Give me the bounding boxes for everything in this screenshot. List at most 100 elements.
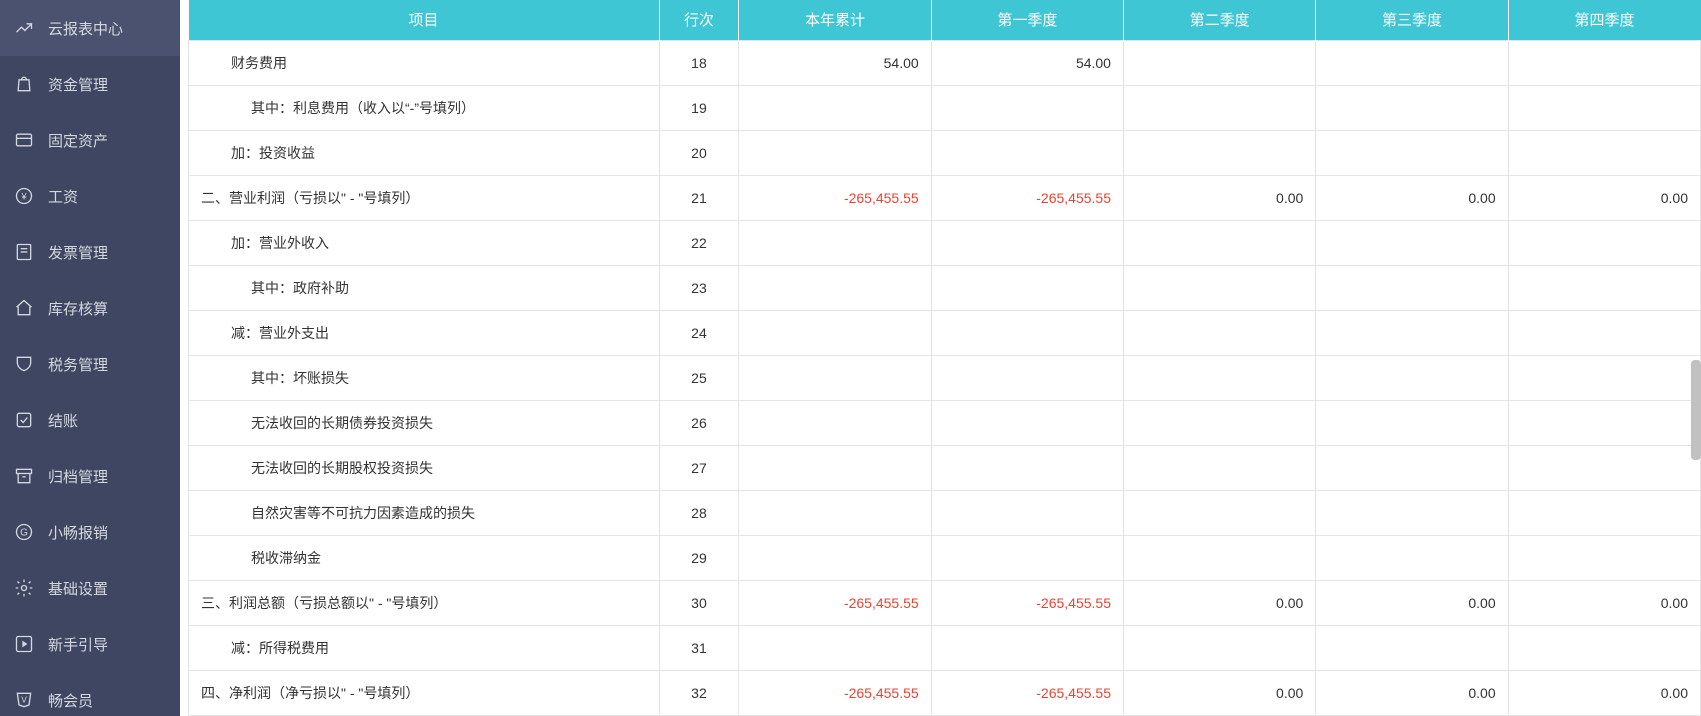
cell-q3[interactable] xyxy=(1316,625,1508,670)
cell-q1[interactable] xyxy=(931,220,1123,265)
cell-ytd[interactable]: -265,455.55 xyxy=(739,670,931,715)
sidebar-item-settings[interactable]: 基础设置 xyxy=(0,560,180,616)
cell-q3[interactable] xyxy=(1316,490,1508,535)
cell-q4[interactable] xyxy=(1508,625,1700,670)
cell-q1[interactable] xyxy=(931,265,1123,310)
cell-q2[interactable] xyxy=(1123,40,1315,85)
cell-q2[interactable] xyxy=(1123,220,1315,265)
cell-q4[interactable] xyxy=(1508,490,1700,535)
cell-q2[interactable] xyxy=(1123,490,1315,535)
sidebar-item-closing[interactable]: 结账 xyxy=(0,392,180,448)
row-item: 无法收回的长期债券投资损失 xyxy=(201,415,433,431)
cell-ytd[interactable] xyxy=(739,535,931,580)
cell-q4[interactable] xyxy=(1508,400,1700,445)
table-row: 四、净利润（净亏损以" - "号填列）32-265,455.55-265,455… xyxy=(189,670,1701,715)
cell-ytd[interactable] xyxy=(739,490,931,535)
cell-q4[interactable] xyxy=(1508,40,1700,85)
cell-q4[interactable]: 0.00 xyxy=(1508,670,1700,715)
cell-q4[interactable]: 0.00 xyxy=(1508,580,1700,625)
cell-q1[interactable] xyxy=(931,355,1123,400)
row-item: 税收滞纳金 xyxy=(201,550,321,566)
cell-q4[interactable]: 0.00 xyxy=(1508,175,1700,220)
cell-q1[interactable] xyxy=(931,130,1123,175)
cell-q3[interactable] xyxy=(1316,535,1508,580)
cell-q4[interactable] xyxy=(1508,535,1700,580)
cell-ytd[interactable]: -265,455.55 xyxy=(739,175,931,220)
cell-rownum: 25 xyxy=(659,355,739,400)
cell-q1[interactable]: -265,455.55 xyxy=(931,175,1123,220)
cell-q1[interactable] xyxy=(931,310,1123,355)
table-scroll[interactable]: 项目 行次 本年累计 第一季度 第二季度 第三季度 第四季度 财务费用1854.… xyxy=(180,0,1701,716)
row-item: 自然灾害等不可抗力因素造成的损失 xyxy=(201,505,475,521)
table-row: 三、利润总额（亏损总额以" - "号填列）30-265,455.55-265,4… xyxy=(189,580,1701,625)
cell-ytd[interactable] xyxy=(739,85,931,130)
cell-q4[interactable] xyxy=(1508,130,1700,175)
cell-q3[interactable] xyxy=(1316,220,1508,265)
cell-q1[interactable] xyxy=(931,535,1123,580)
cell-ytd[interactable] xyxy=(739,355,931,400)
cell-ytd[interactable] xyxy=(739,400,931,445)
sidebar-item-inventory[interactable]: 库存核算 xyxy=(0,280,180,336)
cell-q1[interactable] xyxy=(931,445,1123,490)
cell-q3[interactable]: 0.00 xyxy=(1316,175,1508,220)
cell-q3[interactable] xyxy=(1316,85,1508,130)
cell-ytd[interactable]: -265,455.55 xyxy=(739,580,931,625)
sidebar-item-guide[interactable]: 新手引导 xyxy=(0,616,180,672)
cell-q3[interactable] xyxy=(1316,310,1508,355)
cell-q3[interactable] xyxy=(1316,400,1508,445)
report-table: 项目 行次 本年累计 第一季度 第二季度 第三季度 第四季度 财务费用1854.… xyxy=(188,0,1701,716)
cell-q2[interactable] xyxy=(1123,265,1315,310)
cell-ytd[interactable] xyxy=(739,445,931,490)
cell-q1[interactable] xyxy=(931,625,1123,670)
sidebar-item-member[interactable]: V畅会员 xyxy=(0,672,180,716)
cell-q3[interactable] xyxy=(1316,355,1508,400)
cell-q1[interactable] xyxy=(931,490,1123,535)
cell-ytd[interactable] xyxy=(739,310,931,355)
cell-q4[interactable] xyxy=(1508,355,1700,400)
sidebar-item-cloud-report[interactable]: 云报表中心 xyxy=(0,0,180,56)
cell-q4[interactable] xyxy=(1508,445,1700,490)
sidebar-item-fixed-assets[interactable]: 固定资产 xyxy=(0,112,180,168)
cell-ytd[interactable] xyxy=(739,625,931,670)
cell-q4[interactable] xyxy=(1508,220,1700,265)
cell-q3[interactable] xyxy=(1316,265,1508,310)
cell-q2[interactable]: 0.00 xyxy=(1123,670,1315,715)
svg-text:¥: ¥ xyxy=(20,191,27,201)
cell-q1[interactable]: -265,455.55 xyxy=(931,670,1123,715)
cell-ytd[interactable]: 54.00 xyxy=(739,40,931,85)
sidebar-item-salary[interactable]: ¥工资 xyxy=(0,168,180,224)
table-row: 无法收回的长期债券投资损失26 xyxy=(189,400,1701,445)
cell-q2[interactable] xyxy=(1123,310,1315,355)
cell-q2[interactable] xyxy=(1123,355,1315,400)
cell-q3[interactable] xyxy=(1316,130,1508,175)
cell-q3[interactable] xyxy=(1316,40,1508,85)
cell-q2[interactable]: 0.00 xyxy=(1123,580,1315,625)
cell-q1[interactable]: 54.00 xyxy=(931,40,1123,85)
cell-q3[interactable]: 0.00 xyxy=(1316,670,1508,715)
cell-q4[interactable] xyxy=(1508,310,1700,355)
cell-q2[interactable] xyxy=(1123,625,1315,670)
cell-q1[interactable] xyxy=(931,400,1123,445)
sidebar-item-archive[interactable]: 归档管理 xyxy=(0,448,180,504)
cell-ytd[interactable] xyxy=(739,220,931,265)
cell-q2[interactable] xyxy=(1123,85,1315,130)
cell-q2[interactable] xyxy=(1123,400,1315,445)
sidebar-item-tax[interactable]: 税务管理 xyxy=(0,336,180,392)
sidebar-item-xiaochang[interactable]: G小畅报销 xyxy=(0,504,180,560)
sidebar-item-fund-mgmt[interactable]: 资金管理 xyxy=(0,56,180,112)
table-row: 自然灾害等不可抗力因素造成的损失28 xyxy=(189,490,1701,535)
cell-q3[interactable]: 0.00 xyxy=(1316,580,1508,625)
cell-q2[interactable] xyxy=(1123,130,1315,175)
cell-ytd[interactable] xyxy=(739,265,931,310)
cell-q2[interactable] xyxy=(1123,535,1315,580)
vertical-scrollbar-thumb[interactable] xyxy=(1691,360,1701,460)
cell-q4[interactable] xyxy=(1508,85,1700,130)
cell-q1[interactable]: -265,455.55 xyxy=(931,580,1123,625)
cell-q1[interactable] xyxy=(931,85,1123,130)
cell-q3[interactable] xyxy=(1316,445,1508,490)
cell-q2[interactable] xyxy=(1123,445,1315,490)
cell-ytd[interactable] xyxy=(739,130,931,175)
cell-q4[interactable] xyxy=(1508,265,1700,310)
cell-q2[interactable]: 0.00 xyxy=(1123,175,1315,220)
sidebar-item-invoice[interactable]: 发票管理 xyxy=(0,224,180,280)
